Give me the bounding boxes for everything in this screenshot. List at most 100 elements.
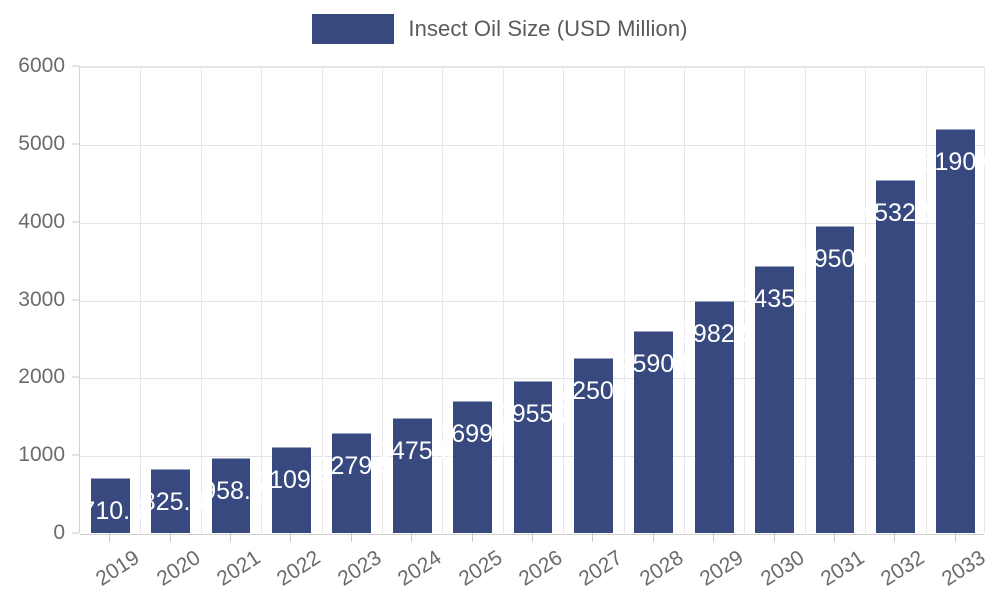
- x-axis: 2019 2020 2021 2022 2023 2024 2025 2026 2027 2028…: [79, 533, 989, 600]
- y-axis-tick-label: 6000: [18, 54, 65, 77]
- bar-slot: 5190.0: [921, 67, 997, 533]
- x-axis-tick-label: 2029: [696, 546, 748, 591]
- bar-slot: 2250.8: [558, 67, 635, 533]
- bar-slot: 1109.8: [257, 67, 332, 533]
- y-axis-tick-mark: [72, 299, 79, 300]
- x-axis-tick-label: 2028: [635, 546, 688, 591]
- bar[interactable]: [815, 225, 855, 533]
- x-axis-tick-mark: [350, 533, 352, 542]
- bar[interactable]: [936, 129, 976, 533]
- gridline-vertical: [684, 67, 685, 533]
- bar[interactable]: [453, 400, 492, 533]
- x-axis-tick-label: 2033: [937, 546, 990, 591]
- x-axis-tick-mark: [834, 533, 835, 542]
- x-axis-tick-mark: [532, 533, 533, 542]
- bar[interactable]: [755, 265, 794, 533]
- x-axis-tick-mark: [894, 533, 896, 542]
- gridline-vertical: [502, 67, 504, 533]
- x-axis-tick-mark: [652, 533, 654, 542]
- x-axis-tick-label: 2027: [575, 546, 627, 591]
- bar-slot: 2982.5: [679, 67, 755, 533]
- x-axis-tick-label: 2021: [212, 546, 265, 591]
- bar-slot: 1699.8: [437, 67, 514, 533]
- y-axis-tick-mark: [72, 376, 79, 378]
- y-axis-tick-mark: [72, 532, 79, 534]
- bar-slot: 1955.2: [498, 67, 574, 533]
- gridline-vertical: [140, 67, 142, 533]
- bar-slot: 1475.6: [377, 67, 453, 533]
- gridline-vertical: [623, 67, 625, 533]
- gridline-vertical: [442, 67, 444, 533]
- gridline-vertical: [744, 67, 746, 533]
- bar-slot: 1279.5: [317, 67, 393, 533]
- x-axis-tick-label: 2019: [92, 546, 144, 591]
- bar[interactable]: [332, 433, 372, 533]
- gridline-vertical: [563, 67, 565, 533]
- bar[interactable]: [876, 180, 915, 533]
- bar[interactable]: [574, 357, 613, 533]
- x-axis-tick-mark: [471, 533, 473, 542]
- x-axis-tick-label: 2024: [394, 546, 446, 591]
- chart-legend[interactable]: Insect Oil Size (USD Million): [0, 14, 1000, 44]
- bar[interactable]: [151, 468, 190, 533]
- x-axis-tick-label: 2032: [877, 546, 929, 591]
- x-axis-tick-label: 2025: [454, 546, 507, 591]
- bar[interactable]: [90, 477, 130, 533]
- gridline-vertical: [382, 67, 383, 533]
- bar-slot: 3950.4: [800, 67, 876, 533]
- gridline-horizontal: [80, 300, 984, 302]
- x-axis-tick-mark: [713, 533, 715, 542]
- gridline-vertical: [200, 67, 202, 533]
- y-axis-tick-mark: [72, 221, 79, 223]
- bar[interactable]: [272, 446, 311, 533]
- x-axis-tick-mark: [230, 533, 231, 542]
- y-axis: 0 1000 2000 3000 4000 5000 6000: [0, 0, 79, 600]
- bar-slot: 3435.1: [739, 67, 816, 533]
- gridline-vertical: [261, 67, 263, 533]
- bar-slot: 710.5: [80, 67, 144, 533]
- x-axis-tick-mark: [411, 533, 413, 542]
- y-axis-tick-mark: [72, 454, 79, 456]
- bar[interactable]: [211, 458, 251, 533]
- bar[interactable]: [634, 331, 674, 533]
- bar-slot: 2590.8: [619, 67, 695, 533]
- y-axis-tick-label: 1000: [18, 443, 65, 467]
- y-axis-tick-mark: [72, 65, 79, 67]
- gridline-horizontal: [80, 67, 984, 68]
- x-axis-tick-label: 2023: [333, 546, 386, 591]
- legend-color-swatch: [312, 14, 395, 44]
- y-axis-tick-label: 4000: [18, 209, 65, 233]
- bar-slot: 825.3: [140, 67, 204, 533]
- x-axis-tick-label: 2026: [514, 546, 567, 591]
- y-axis-tick-label: 5000: [18, 131, 65, 155]
- gridline-vertical: [804, 67, 806, 533]
- y-axis-tick-mark: [72, 143, 79, 145]
- plot-area: 710.5 825.3 958.2 1109.8 1279.5 1475.6 1699.8 1…: [79, 66, 997, 535]
- x-axis-tick-mark: [290, 533, 292, 542]
- x-axis-tick-label: 2031: [816, 546, 869, 591]
- y-axis-tick-label: 0: [53, 521, 65, 544]
- x-axis-tick-mark: [954, 533, 956, 542]
- x-axis-tick-mark: [773, 533, 775, 542]
- gridline-horizontal: [80, 144, 984, 146]
- y-axis-tick-label: 3000: [18, 287, 65, 311]
- x-axis-tick-label: 2022: [273, 546, 325, 591]
- x-axis-tick-mark: [592, 533, 594, 542]
- bar[interactable]: [694, 300, 734, 533]
- gridline-vertical: [925, 67, 927, 533]
- gridline-horizontal: [80, 378, 984, 380]
- gridline-vertical: [321, 67, 323, 533]
- bar[interactable]: [513, 380, 553, 533]
- legend-series-label: Insect Oil Size (USD Million): [408, 16, 688, 41]
- x-axis-tick-mark: [109, 533, 111, 542]
- gridline-horizontal: [80, 222, 984, 224]
- x-axis-tick-label: 2030: [756, 546, 809, 591]
- y-axis-tick-label: 2000: [18, 365, 65, 389]
- bar-slot: 958.2: [201, 67, 265, 533]
- bar[interactable]: [392, 418, 432, 533]
- bar-slot: 4532.5: [860, 67, 937, 533]
- x-axis-tick-label: 2020: [152, 546, 205, 591]
- x-axis-tick-mark: [169, 533, 171, 542]
- gridline-vertical: [865, 67, 867, 533]
